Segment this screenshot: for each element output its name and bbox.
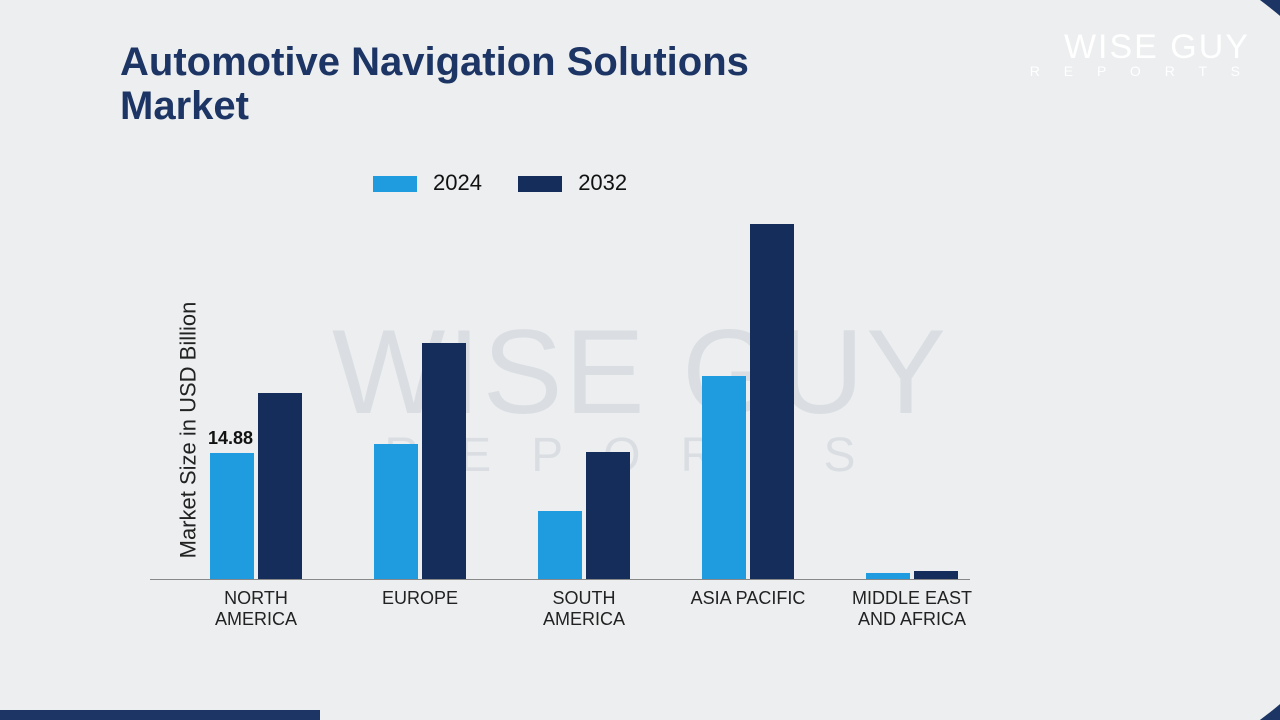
category-label: SOUTH AMERICA	[514, 588, 654, 629]
bar	[586, 452, 630, 579]
bar	[258, 393, 302, 579]
plot-area: 14.88	[150, 200, 970, 580]
category-label: EUROPE	[350, 588, 490, 609]
legend-label-1: 2032	[578, 170, 627, 195]
brand-line1: WISE GUY	[1030, 28, 1250, 67]
bar	[374, 444, 418, 579]
bar	[866, 573, 910, 579]
bar-chart: Market Size in USD Billion 14.88 NORTH A…	[90, 200, 970, 660]
legend-swatch-1	[518, 176, 562, 192]
infographic-canvas: WISE GUY R E P O R T S Automotive Naviga…	[0, 0, 1280, 720]
chart-legend: 2024 2032	[0, 170, 970, 196]
chart-title: Automotive Navigation Solutions Market	[120, 40, 820, 128]
value-label: 14.88	[208, 428, 253, 449]
bar	[538, 511, 582, 579]
bar	[750, 224, 794, 579]
legend-label-0: 2024	[433, 170, 482, 195]
bar	[702, 376, 746, 579]
category-label: NORTH AMERICA	[186, 588, 326, 629]
category-label: ASIA PACIFIC	[678, 588, 818, 609]
bar	[422, 343, 466, 579]
bar	[210, 453, 254, 579]
brand-logo: WISE GUY R E P O R T S	[1030, 28, 1250, 79]
bottom-accent-bar	[0, 710, 320, 720]
bar	[914, 571, 958, 579]
category-label: MIDDLE EAST AND AFRICA	[842, 588, 982, 629]
legend-swatch-0	[373, 176, 417, 192]
brand-line2: R E P O R T S	[1030, 63, 1250, 79]
